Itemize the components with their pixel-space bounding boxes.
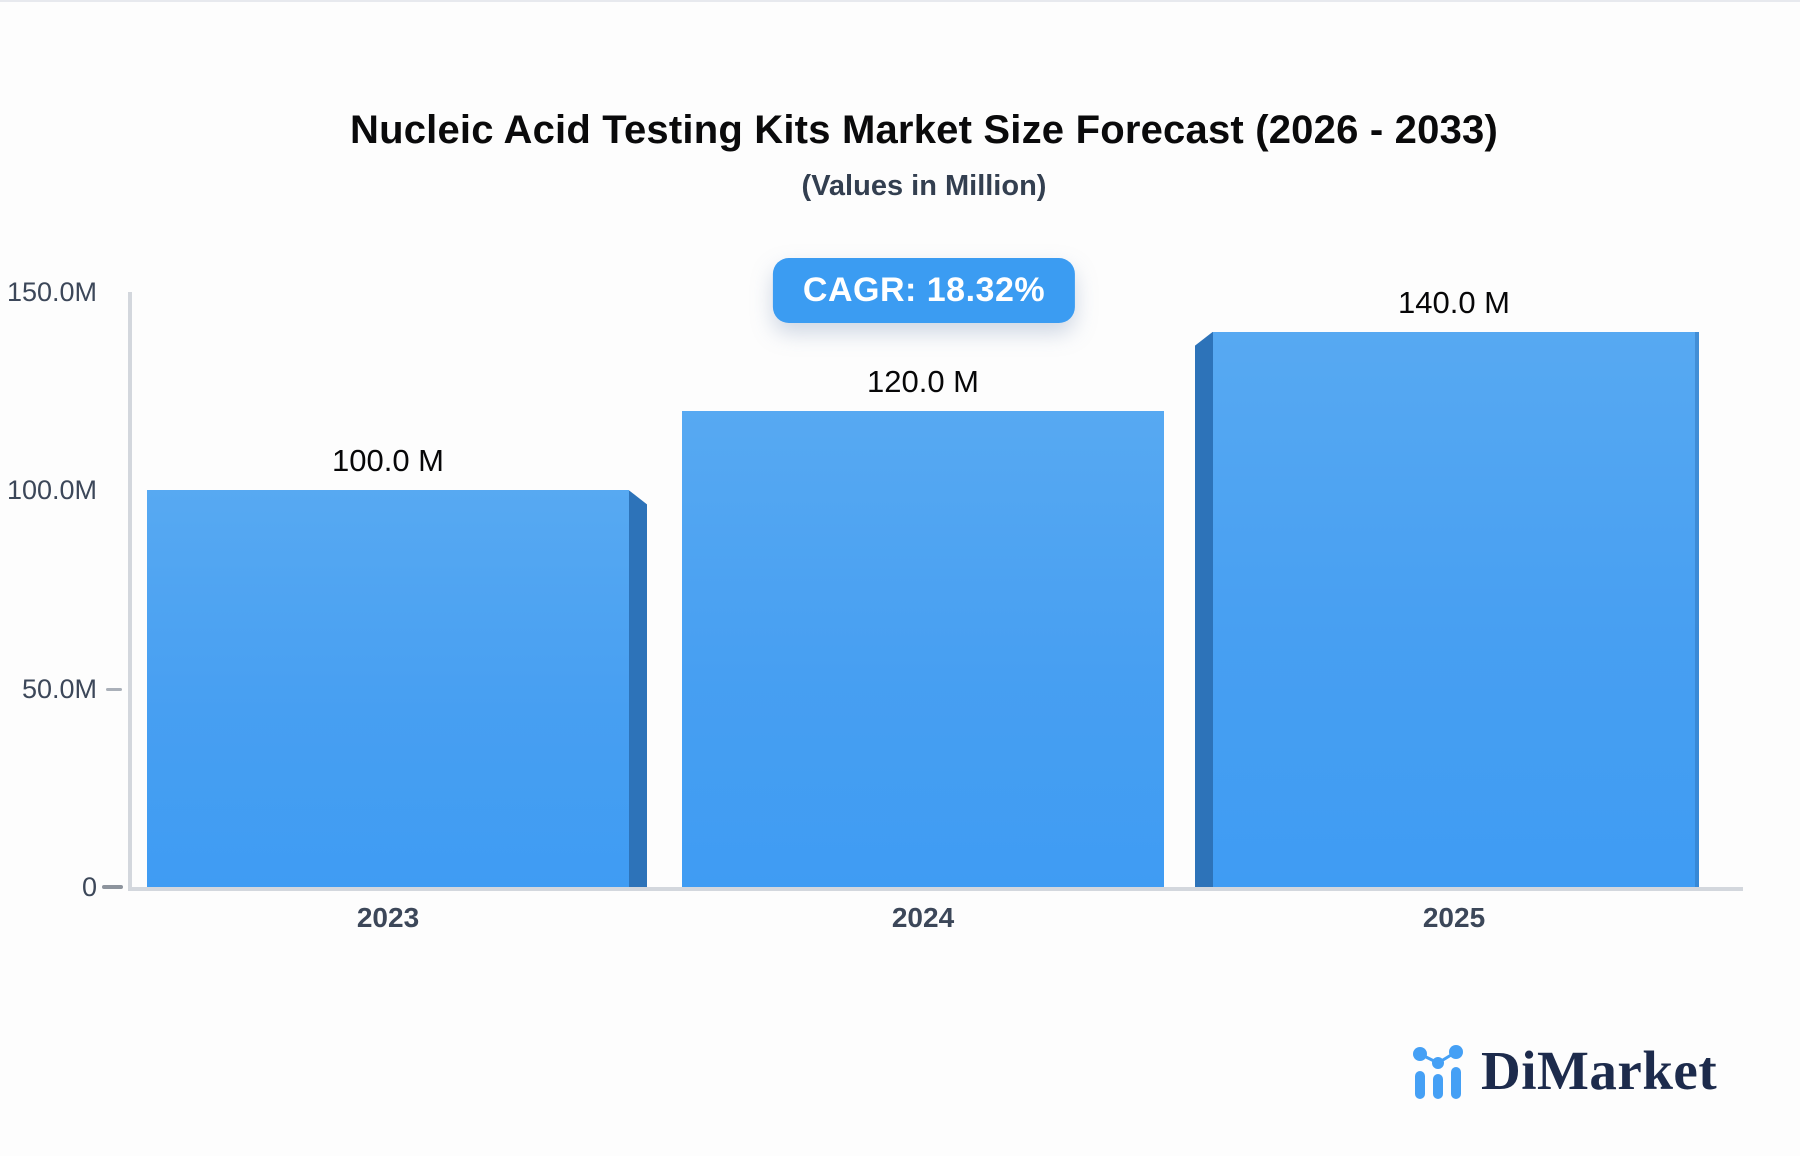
dimarket-bars-icon: [1413, 1045, 1463, 1099]
bar-value-label: 120.0 M: [866, 364, 980, 399]
x-axis-line: [128, 887, 1743, 891]
y-axis-label: 150.0M: [6, 277, 97, 307]
bar-2024: [682, 411, 1164, 887]
bar-value-label: 140.0 M: [1397, 284, 1511, 320]
y-axis-line: [128, 292, 132, 891]
dimarket-logo-text: DiMarket: [1481, 1039, 1718, 1101]
brand-watermark: DiMarket: [1413, 1038, 1717, 1102]
y-axis-label: 0: [81, 872, 97, 902]
chart-title: Nucleic Acid Testing Kits Market Size Fo…: [350, 108, 1498, 152]
x-axis-label: 2023: [356, 902, 420, 933]
y-axis-label: 50.0M: [21, 673, 97, 704]
bar-2023: [147, 490, 629, 887]
y-axis-label: 100.0M: [6, 475, 97, 506]
x-axis-label: 2025: [1422, 902, 1486, 933]
cagr-badge: CAGR: 18.32%: [772, 258, 1076, 323]
bar-2023-side-shadow: [629, 490, 647, 887]
bar-2025: [1213, 331, 1699, 887]
x-axis-label: 2024: [891, 902, 955, 933]
bar-2025-side-shadow: [1195, 331, 1213, 887]
y-axis-tick: [106, 688, 122, 691]
chart-subtitle: (Values in Million): [801, 170, 1047, 202]
y-axis-tick: [102, 885, 123, 889]
bar-value-label: 100.0 M: [331, 443, 445, 479]
